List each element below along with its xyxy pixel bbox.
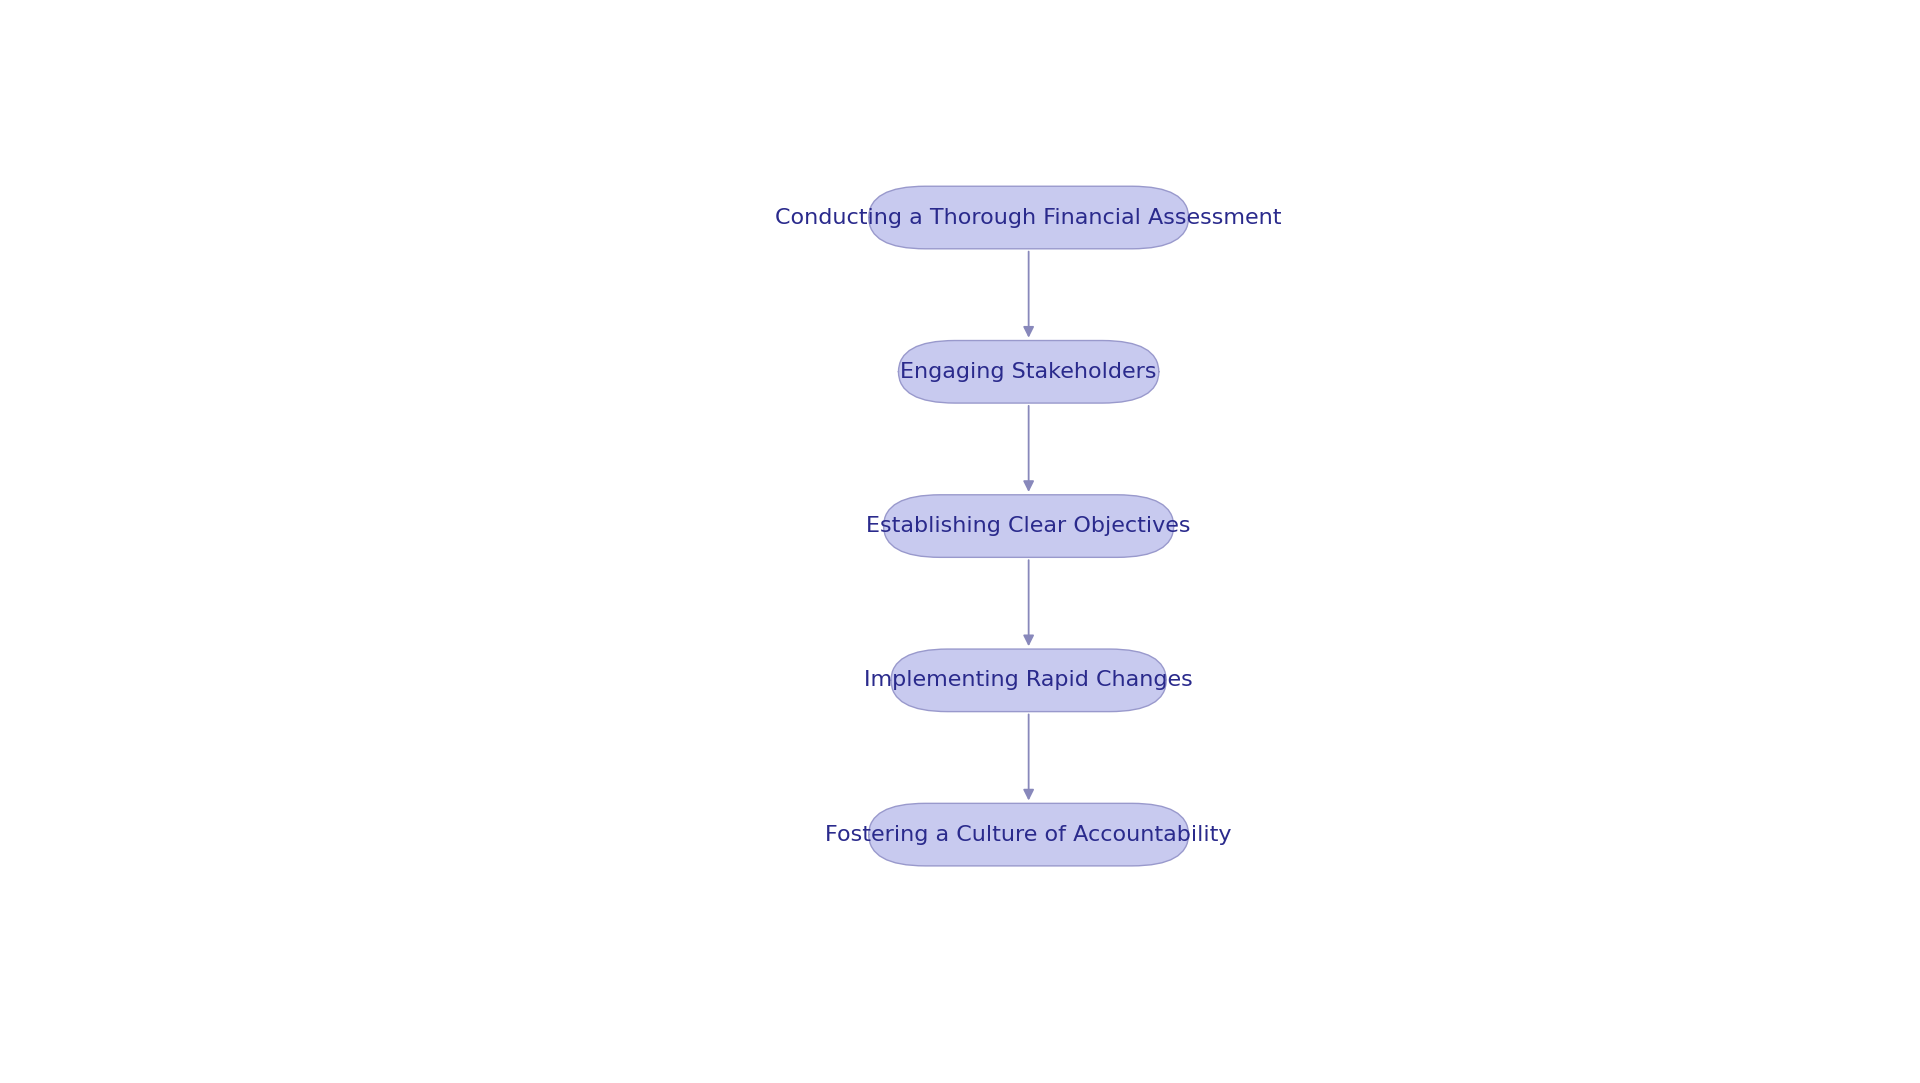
FancyBboxPatch shape: [868, 186, 1188, 249]
Text: Implementing Rapid Changes: Implementing Rapid Changes: [864, 670, 1192, 690]
FancyBboxPatch shape: [899, 340, 1160, 403]
FancyBboxPatch shape: [883, 495, 1173, 558]
Text: Fostering a Culture of Accountability: Fostering a Culture of Accountability: [826, 824, 1233, 845]
FancyBboxPatch shape: [868, 804, 1188, 866]
Text: Engaging Stakeholders: Engaging Stakeholders: [900, 362, 1158, 382]
FancyBboxPatch shape: [891, 649, 1165, 712]
Text: Establishing Clear Objectives: Establishing Clear Objectives: [866, 517, 1190, 536]
Text: Conducting a Thorough Financial Assessment: Conducting a Thorough Financial Assessme…: [776, 208, 1283, 227]
